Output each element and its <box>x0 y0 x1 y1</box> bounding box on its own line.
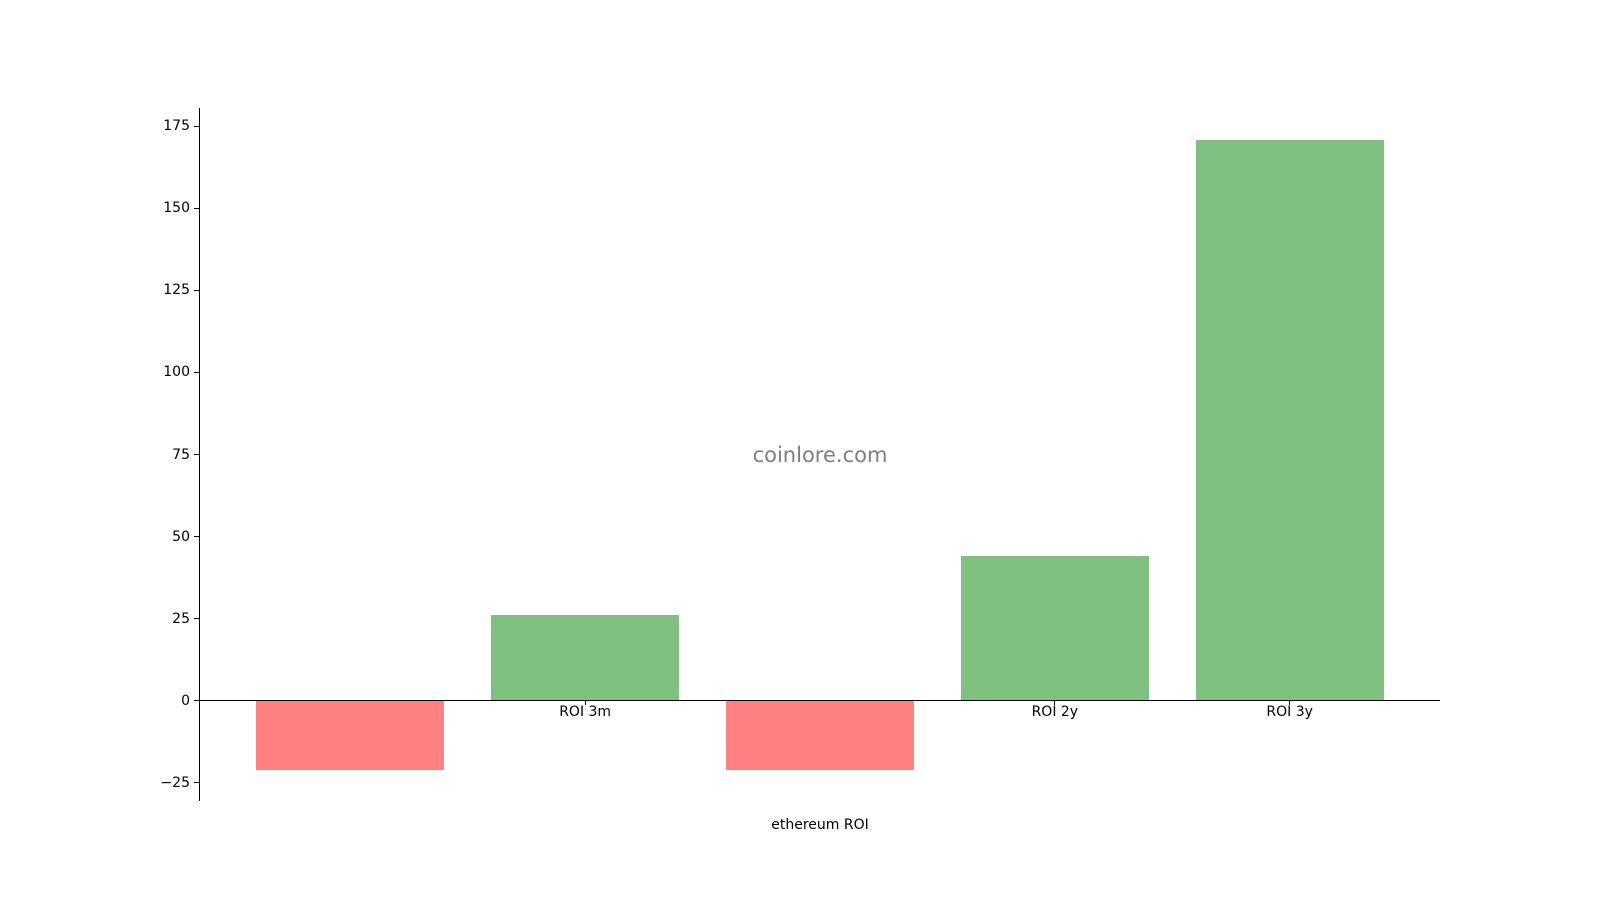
y-tick-label: 125 <box>163 282 190 299</box>
x-axis-zero-line <box>200 699 1440 702</box>
y-tick <box>194 453 199 456</box>
y-tick-label: 50 <box>172 528 190 545</box>
watermark: coinlore.com <box>752 442 888 467</box>
y-tick <box>194 289 199 292</box>
y-tick-label: 150 <box>163 200 190 217</box>
x-tick <box>584 700 586 706</box>
y-tick <box>194 699 199 702</box>
bar-unlabeled-2 <box>726 700 914 770</box>
x-tick-label: ROI 3m <box>559 703 612 720</box>
y-tick-label: 100 <box>163 364 190 381</box>
bar-roi-3m <box>491 615 680 701</box>
x-axis-title: ethereum ROI <box>771 817 869 833</box>
x-tick-label: ROI 2y <box>1031 703 1079 720</box>
y-axis-spine <box>198 108 200 801</box>
x-tick <box>1054 700 1056 706</box>
y-tick <box>194 617 199 620</box>
x-tick <box>1289 700 1291 706</box>
y-tick <box>194 782 199 784</box>
y-tick-label: 75 <box>172 446 190 463</box>
x-tick-label: ROI 3y <box>1266 703 1313 720</box>
bar-roi-3y <box>1195 139 1384 701</box>
bar-roi-2y <box>960 556 1149 701</box>
y-tick <box>194 535 199 538</box>
y-tick <box>194 371 199 374</box>
y-tick <box>194 125 199 127</box>
y-tick-label: 0 <box>181 692 190 709</box>
bar-unlabeled-0 <box>256 700 445 770</box>
y-tick-label: 175 <box>163 118 190 135</box>
y-tick-label: 25 <box>172 610 190 627</box>
y-tick <box>194 207 199 209</box>
y-tick-label: −25 <box>160 774 190 791</box>
